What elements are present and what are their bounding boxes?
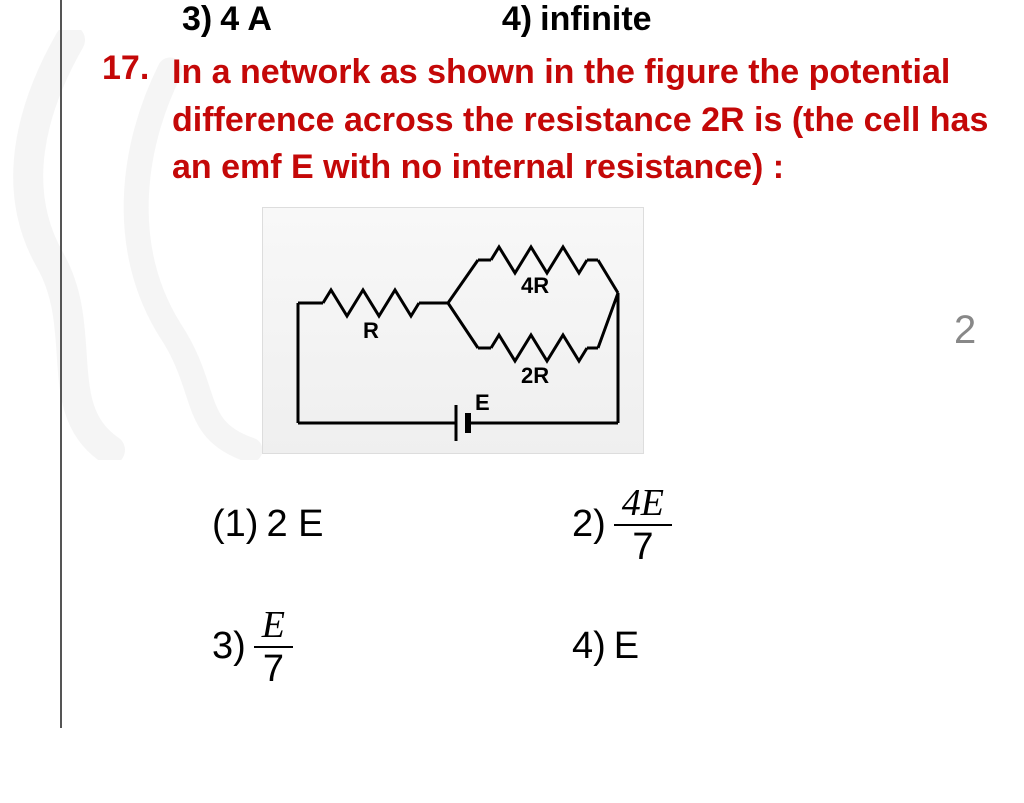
question-number: 17. xyxy=(102,49,172,192)
prev-opt3-text: 4 A xyxy=(220,0,272,39)
answer-options: (1) 2 E 2) 4E 7 3) E 7 xyxy=(212,484,1002,688)
side-page-marker: 2 xyxy=(954,308,976,353)
prev-opt3-num: 3) xyxy=(182,0,212,39)
option-3[interactable]: 3) E 7 xyxy=(212,606,572,688)
question-text: In a network as shown in the figure the … xyxy=(172,49,1002,192)
option-1-text: 2 E xyxy=(266,503,323,546)
option-2-label: 2) xyxy=(572,503,606,546)
option-2-fraction: 4E 7 xyxy=(614,484,672,566)
label-2R: 2R xyxy=(521,363,549,388)
prev-opt4-num: 4) xyxy=(502,0,532,39)
circuit-diagram: E R 4R xyxy=(262,207,644,454)
option-2-denominator: 7 xyxy=(624,526,661,566)
option-2-numerator: 4E xyxy=(614,484,672,526)
option-1[interactable]: (1) 2 E xyxy=(212,484,572,566)
label-emf: E xyxy=(475,390,490,415)
option-3-numerator: E xyxy=(254,606,293,648)
question-17: 17. In a network as shown in the figure … xyxy=(102,49,1002,192)
option-4-text: E xyxy=(614,625,639,668)
label-4R: 4R xyxy=(521,273,549,298)
option-4-label: 4) xyxy=(572,625,606,668)
previous-question-options: 3) 4 A 4) infinite xyxy=(102,0,1002,39)
option-3-denominator: 7 xyxy=(255,648,292,688)
option-3-fraction: E 7 xyxy=(254,606,293,688)
prev-opt4-text: infinite xyxy=(540,0,651,39)
option-2[interactable]: 2) 4E 7 xyxy=(572,484,932,566)
option-1-label: (1) xyxy=(212,503,258,546)
label-R: R xyxy=(363,318,379,343)
option-3-label: 3) xyxy=(212,625,246,668)
option-4[interactable]: 4) E xyxy=(572,606,932,688)
